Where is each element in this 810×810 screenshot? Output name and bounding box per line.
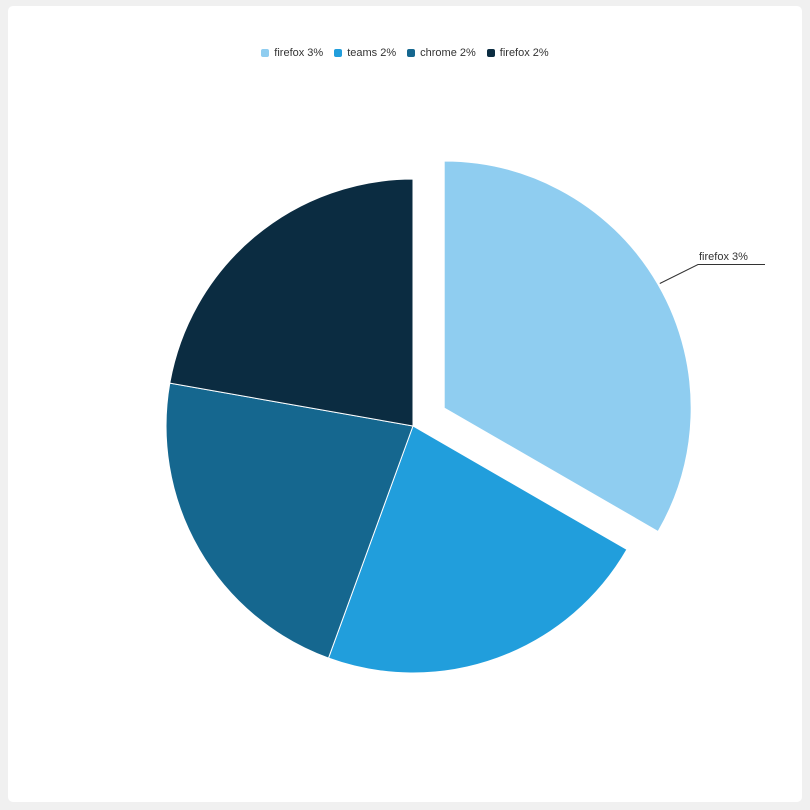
legend-item-teams-2[interactable]: teams 2% <box>334 46 396 60</box>
legend-marker-icon <box>407 49 416 57</box>
legend-marker-icon <box>334 49 343 57</box>
legend-item-label: chrome 2% <box>420 47 476 59</box>
legend-marker-icon <box>261 49 270 57</box>
legend-marker-icon <box>486 49 495 57</box>
pie-slice-chrome-2[interactable] <box>165 382 414 659</box>
slice-data-label: firefox 3% <box>699 251 748 263</box>
legend-item-firefox-2[interactable]: firefox 2% <box>486 46 549 60</box>
pie-slice-firefox-3[interactable] <box>443 160 692 533</box>
chart-card: firefox 3% teams 2% chrome 2% firefox 2% fi… <box>8 6 802 802</box>
legend-item-label: teams 2% <box>347 47 397 59</box>
pie-chart: firefox 3% <box>165 160 765 674</box>
legend: firefox 3% teams 2% chrome 2% firefox 2% <box>8 46 802 60</box>
pie-slice-firefox-2[interactable] <box>169 178 414 427</box>
pie-slice-teams-2[interactable] <box>327 425 628 674</box>
legend-item-chrome-2[interactable]: chrome 2% <box>407 46 476 60</box>
legend-item-firefox-3[interactable]: firefox 3% <box>261 46 323 60</box>
legend-item-label: firefox 3% <box>274 47 324 59</box>
legend-item-label: firefox 2% <box>499 47 549 59</box>
slice-label-connector <box>659 264 765 284</box>
